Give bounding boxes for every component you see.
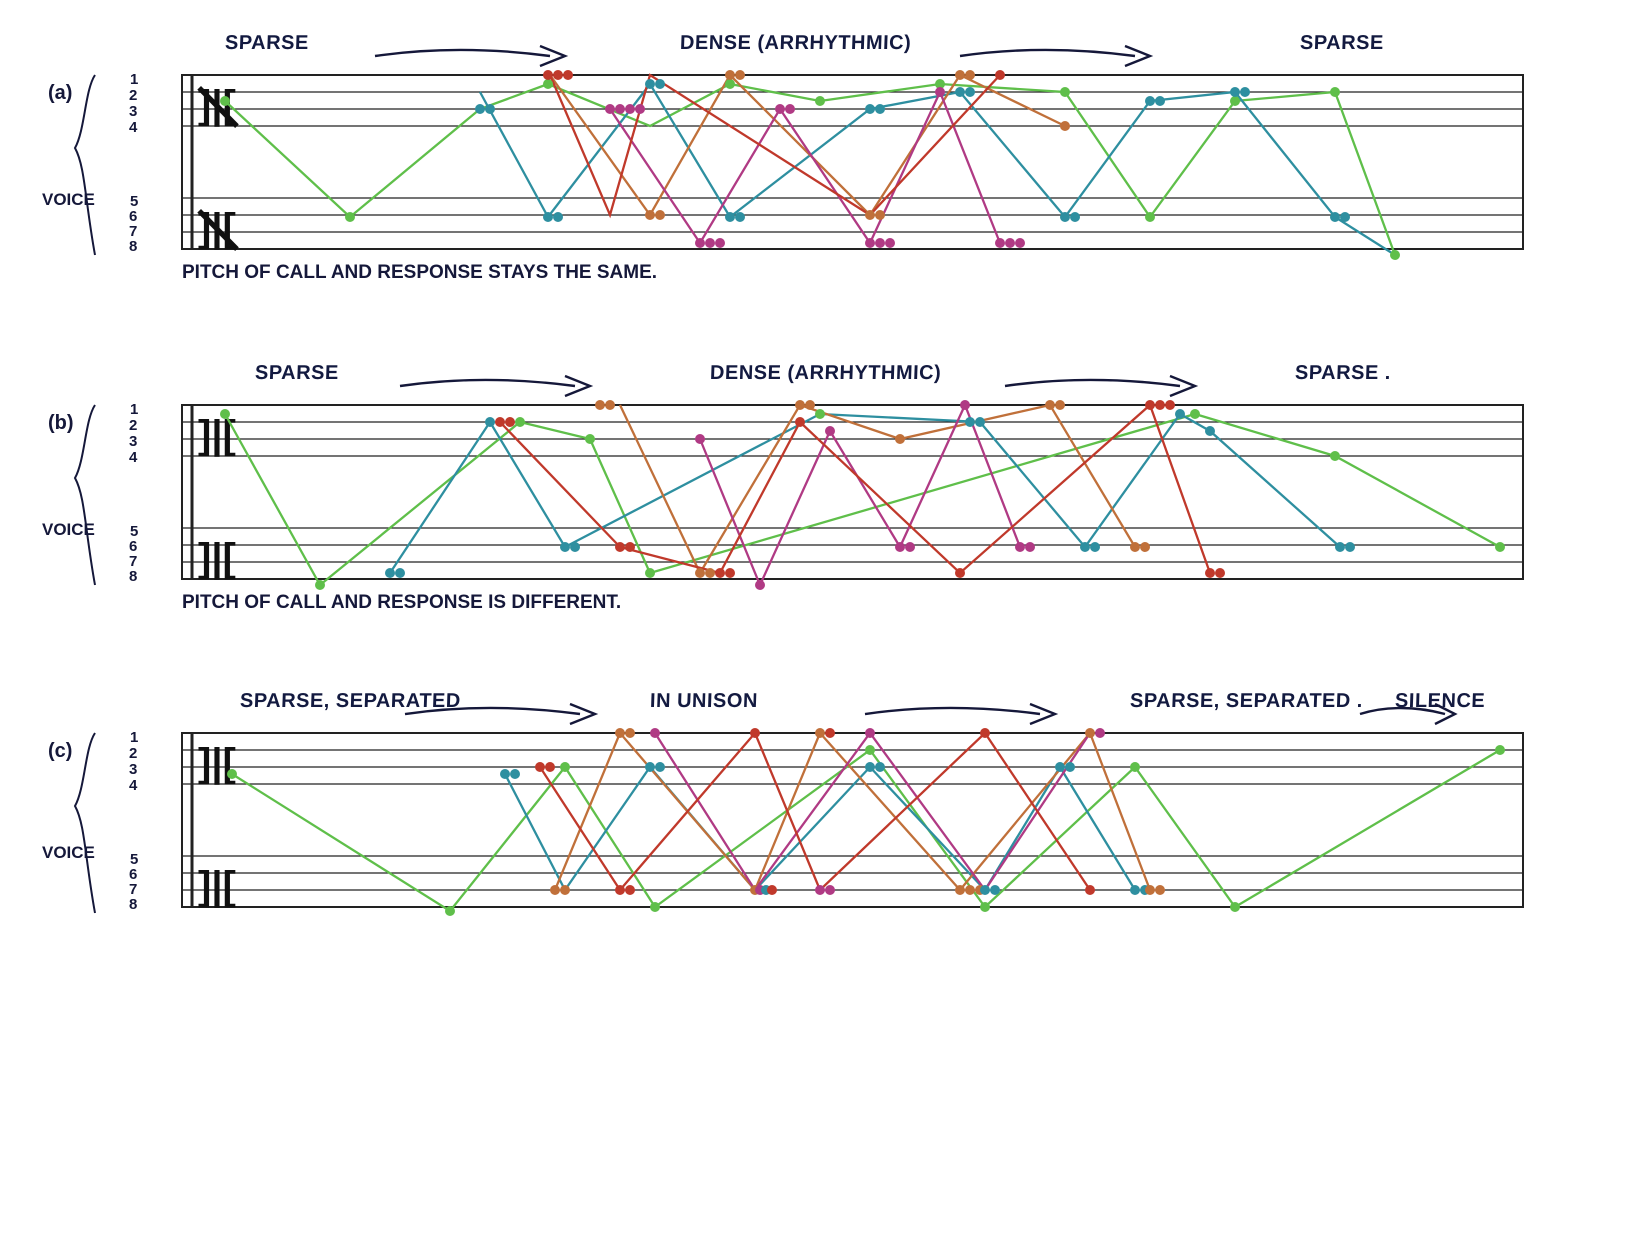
svg-text:1: 1 [130,71,138,88]
section-c-arrow-3 [1355,696,1475,736]
svg-text:8: 8 [129,896,137,913]
svg-text:1: 1 [130,401,138,418]
svg-text:1: 1 [130,729,138,746]
svg-text:4: 4 [129,449,138,466]
section-a-caption: PITCH OF CALL AND RESPONSE STAYS THE SAM… [182,262,657,284]
section-c-arrow-1 [400,696,620,736]
svg-text:2: 2 [129,417,137,434]
svg-text:]|[: ]|[ [198,536,236,580]
section-b-arrow-1 [395,368,615,408]
svg-text:4: 4 [129,119,138,136]
section-c-arrow-2 [860,696,1080,736]
section-b-caption: PITCH OF CALL AND RESPONSE IS DIFFERENT. [182,592,621,614]
svg-text:3: 3 [129,433,137,450]
section-c-block: (c) SPARSE, SEPARATED IN UNISON SPARSE, … [0,668,1626,948]
section-a-svg: 1 2 3 4 5 6 7 8 [0,0,1626,300]
section-b-arrow-2 [1000,368,1220,408]
svg-text:]|[: ]|[ [198,206,236,250]
section-b-block: (b) SPARSE DENSE (ARRHYTHMIC) SPARSE . V… [0,330,1626,630]
section-b-svg: 1 2 3 4 5 6 7 8 [0,330,1626,630]
section-a-arrow-1 [370,38,590,78]
svg-text:3: 3 [129,761,137,778]
svg-text:2: 2 [129,745,137,762]
section-a-arrow-2 [955,38,1175,78]
svg-text:8: 8 [129,238,137,255]
svg-text:4: 4 [129,777,138,794]
svg-text:]|[: ]|[ [198,413,236,457]
section-a-block: (a) SPARSE DENSE (ARRHYTHMIC) SPARSE VOI… [0,0,1626,300]
diagram-page: (a) SPARSE DENSE (ARRHYTHMIC) SPARSE VOI… [0,0,1626,1252]
svg-text:]|[: ]|[ [198,864,236,908]
svg-text:3: 3 [129,103,137,120]
svg-text:8: 8 [129,568,137,585]
svg-text:2: 2 [129,87,137,104]
